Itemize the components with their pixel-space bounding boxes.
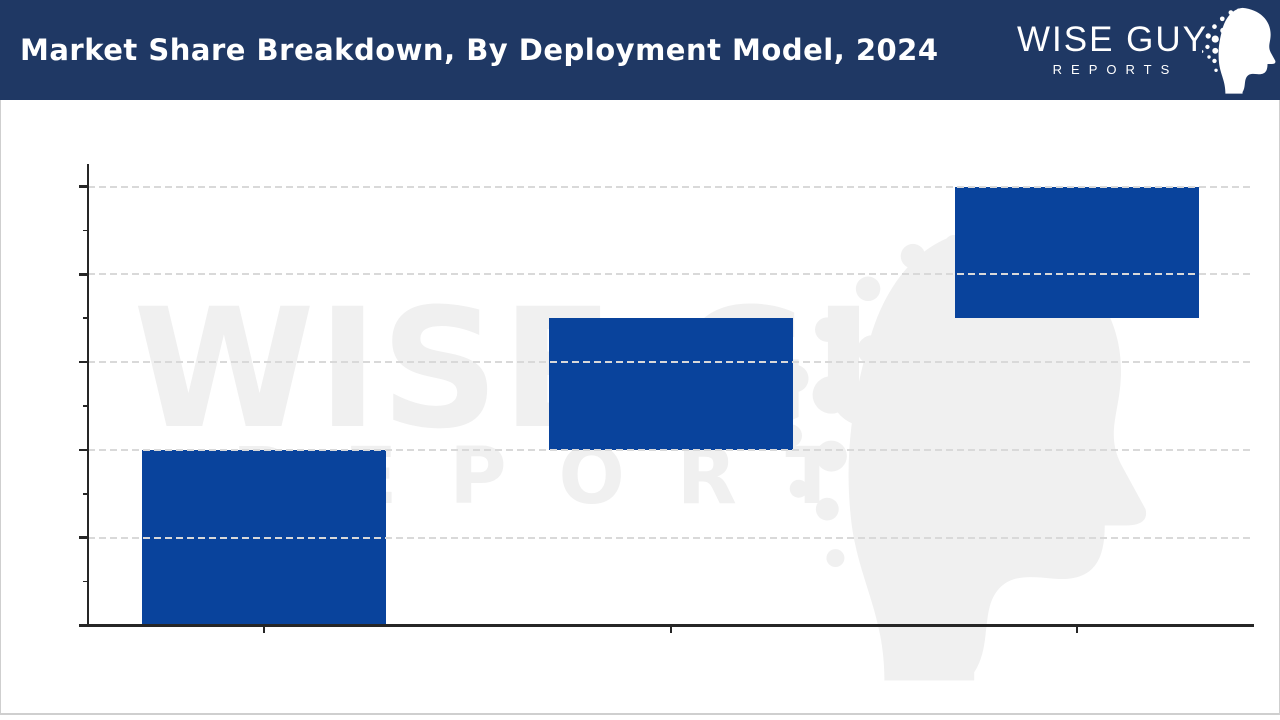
- y-major-tick: [79, 360, 88, 364]
- y-major-tick: [79, 185, 88, 188]
- y-minor-tick: [83, 493, 88, 495]
- watermark-head-icon: [779, 231, 1147, 681]
- gridline-y-40: [88, 448, 1254, 451]
- y-minor-tick: [83, 229, 88, 232]
- x-tick: [669, 627, 673, 633]
- gridline-y-100: [88, 185, 1254, 188]
- y-major-tick: [79, 448, 88, 452]
- y-minor-tick: [83, 317, 88, 319]
- logo-wordmark-line1: WISE GUY: [1016, 20, 1208, 59]
- bar-on-premises: [549, 318, 793, 451]
- y-major-tick: [79, 624, 88, 627]
- wiseguy-logo: WISE GUY REPORTS: [1017, 4, 1278, 96]
- y-major-tick: [79, 273, 88, 276]
- page-title: Market Share Breakdown, By Deployment Mo…: [20, 33, 939, 67]
- gridline-y-20: [88, 536, 1254, 539]
- x-tick: [1075, 627, 1079, 633]
- y-major-tick: [79, 536, 88, 539]
- x-axis-line: [86, 623, 1254, 627]
- gridline-y-80: [88, 273, 1254, 276]
- header: Market Share Breakdown, By Deployment Mo…: [0, 0, 1280, 100]
- bar-hybrid: [955, 186, 1199, 319]
- y-minor-tick: [83, 405, 88, 407]
- logo-head-icon: [1202, 7, 1276, 94]
- x-tick: [262, 627, 266, 633]
- y-minor-tick: [83, 580, 88, 583]
- gridline-y-60: [88, 361, 1254, 364]
- logo-wordmark: WISE GUY REPORTS: [1017, 22, 1208, 77]
- logo-wordmark-line2: REPORTS: [1052, 62, 1179, 77]
- y-axis-line: [86, 164, 89, 627]
